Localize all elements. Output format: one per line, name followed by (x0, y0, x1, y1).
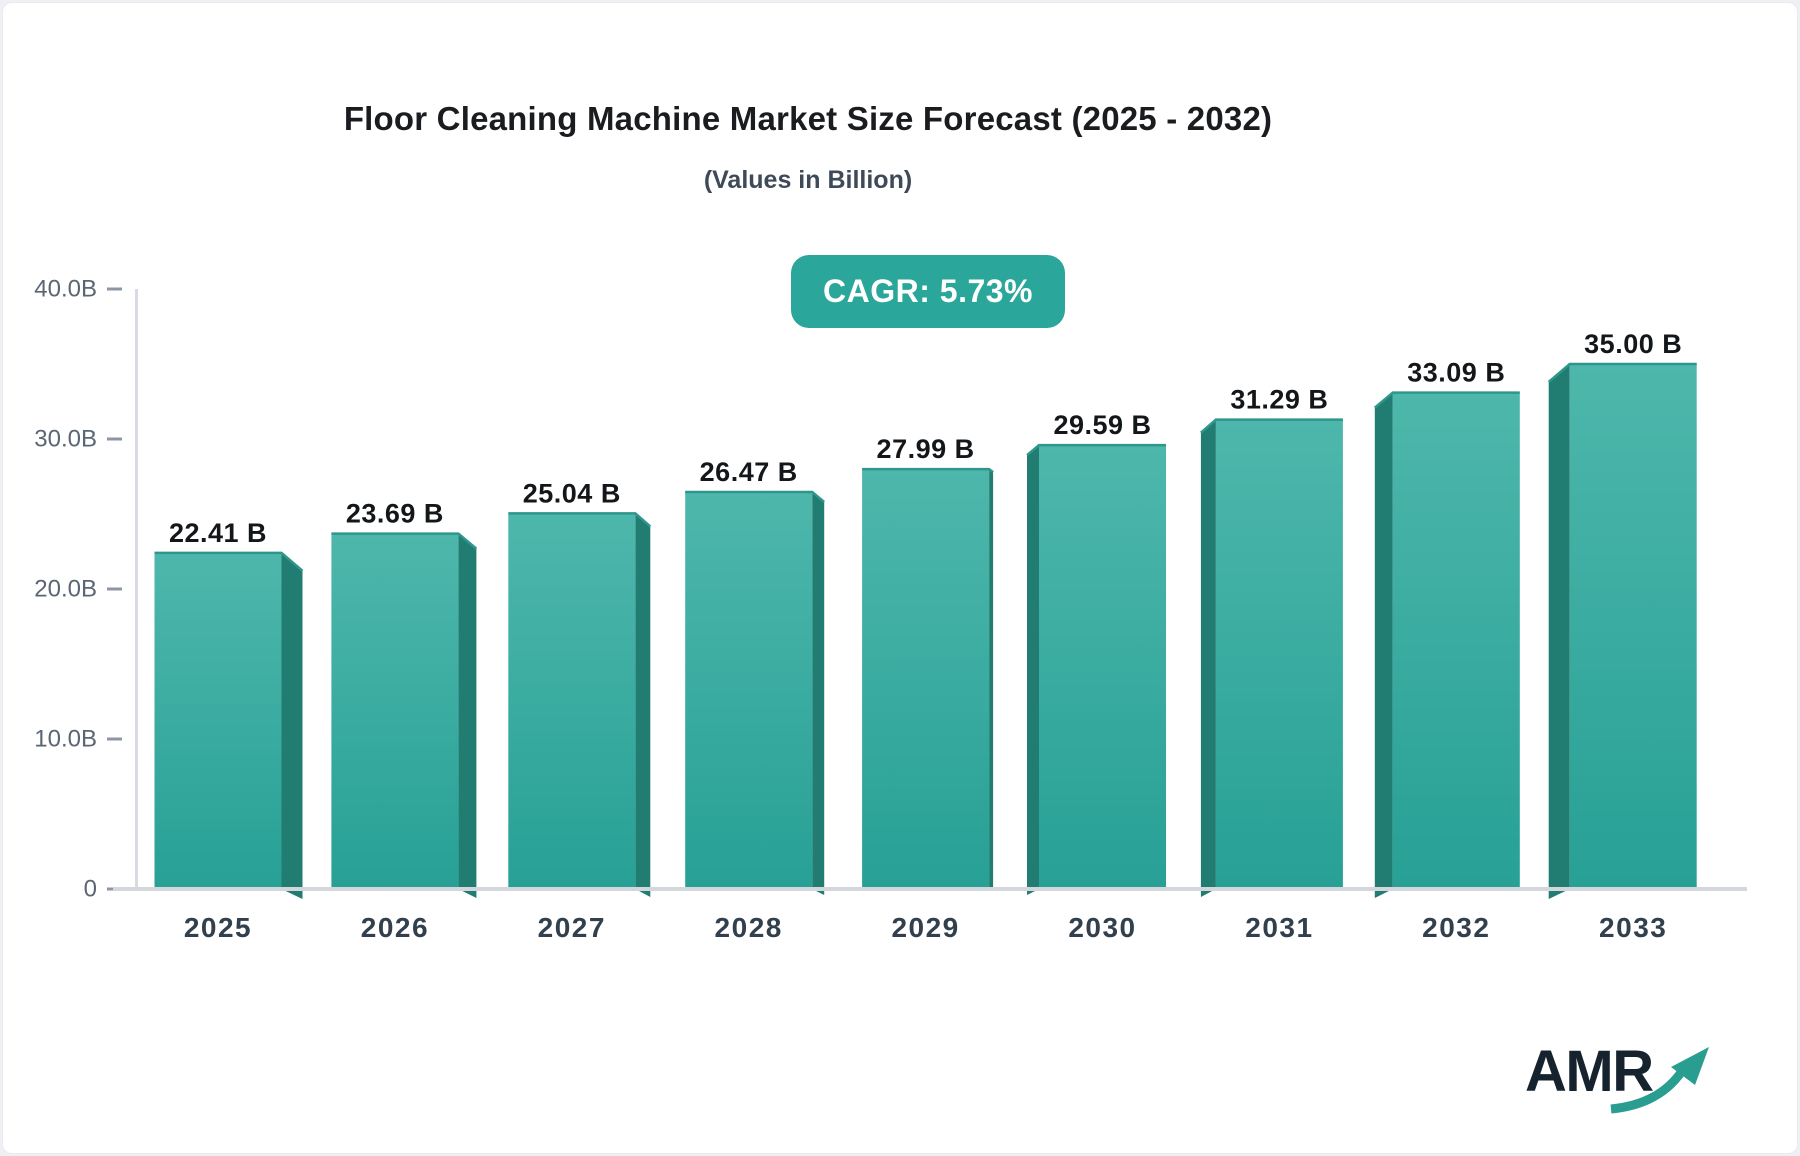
y-axis-tick-label: 20.0B (34, 576, 97, 603)
bar-top-edge (1026, 443, 1166, 457)
bar-value-label: 27.99 B (877, 434, 975, 464)
bar-value-label: 22.41 B (169, 518, 267, 548)
bar-group-2029: 27.99 B 2029 (862, 434, 994, 943)
bar-group-2026: 23.69 B 2026 (331, 499, 478, 943)
bar-value-label: 23.69 B (346, 499, 444, 529)
bar-front-face (862, 469, 990, 891)
bar-front-face (1569, 364, 1697, 891)
y-axis-tick-label: 30.0B (34, 426, 97, 453)
bar-group-2030: 29.59 B 2030 (1026, 410, 1166, 943)
bar-front-face (685, 491, 813, 891)
amr-logo-arrowhead-icon (1671, 1047, 1709, 1085)
bar-value-label: 25.04 B (523, 478, 621, 508)
x-axis-label: 2031 (1245, 912, 1313, 943)
bar-top-edge (154, 551, 304, 572)
bar-group-2033: 35.00 B 2033 (1547, 329, 1697, 943)
bar-side-face (989, 469, 994, 891)
chart-title: Floor Cleaning Machine Market Size Forec… (343, 100, 1273, 137)
amr-logo-graphic: AMR (1525, 1039, 1709, 1114)
bar-top-edge (331, 532, 478, 550)
bar-side-face (458, 533, 477, 898)
cagr-badge-label: CAGR: 5.73% (823, 273, 1033, 309)
y-axis-tick-label: 0 (84, 876, 97, 903)
bar-group-2025: 22.41 B 2025 (154, 518, 304, 943)
bar-front-face (1039, 445, 1166, 891)
bar-top-edge (1373, 391, 1520, 409)
bar-top-edge (862, 467, 994, 474)
bar-front-face (154, 552, 282, 891)
bar-front-face (331, 533, 459, 891)
bar-side-face (635, 513, 651, 897)
bar-side-face (1548, 364, 1570, 899)
bar-top-edge (508, 512, 652, 528)
bar-side-face (281, 552, 303, 899)
bar-top-edge (1200, 418, 1343, 434)
bar-group-2032: 33.09 B 2032 (1373, 358, 1520, 943)
bar-value-label: 33.09 B (1407, 358, 1505, 388)
bar-group-2031: 31.29 B 2031 (1200, 385, 1343, 943)
bar-value-label: 31.29 B (1230, 385, 1328, 415)
amr-logo-text: AMR (1525, 1039, 1653, 1104)
bar-side-face (1200, 419, 1216, 897)
bar-group-2027: 25.04 B 2027 (508, 478, 652, 943)
bar-top-edge (685, 490, 826, 503)
x-axis-label: 2028 (715, 912, 783, 943)
y-axis-tick-label: 10.0B (34, 726, 97, 753)
bar-side-face (812, 491, 825, 895)
chart-subtitle: (Values in Billion) (703, 166, 913, 194)
x-axis-label: 2025 (184, 912, 252, 943)
x-axis-label: 2026 (361, 912, 429, 943)
x-axis-label: 2030 (1068, 912, 1136, 943)
y-axis-tick-label: 40.0B (34, 276, 97, 303)
bar-side-face (1027, 445, 1039, 895)
bar-front-face (1392, 392, 1520, 891)
bar-side-face (1374, 392, 1393, 898)
amr-logo: AMR (1515, 1025, 1725, 1125)
cagr-badge: CAGR: 5.73% (791, 255, 1065, 328)
bar-front-face (508, 513, 636, 891)
bar-top-edge (1547, 362, 1697, 383)
x-axis-label: 2029 (891, 912, 959, 943)
x-axis-label: 2032 (1422, 912, 1490, 943)
amr-logo-arrow-shaft-icon (1610, 1068, 1686, 1114)
x-axis-label: 2033 (1599, 912, 1667, 943)
bar-value-label: 29.59 B (1053, 410, 1151, 440)
bar-value-label: 26.47 B (700, 457, 798, 487)
x-axis-label: 2027 (538, 912, 606, 943)
bar-value-label: 35.00 B (1584, 329, 1682, 359)
bar-front-face (1215, 419, 1343, 891)
y-axis: 0 10.0B 20.0B 30.0B 40.0B (34, 276, 138, 903)
bar-group-2028: 26.47 B 2028 (685, 457, 826, 943)
